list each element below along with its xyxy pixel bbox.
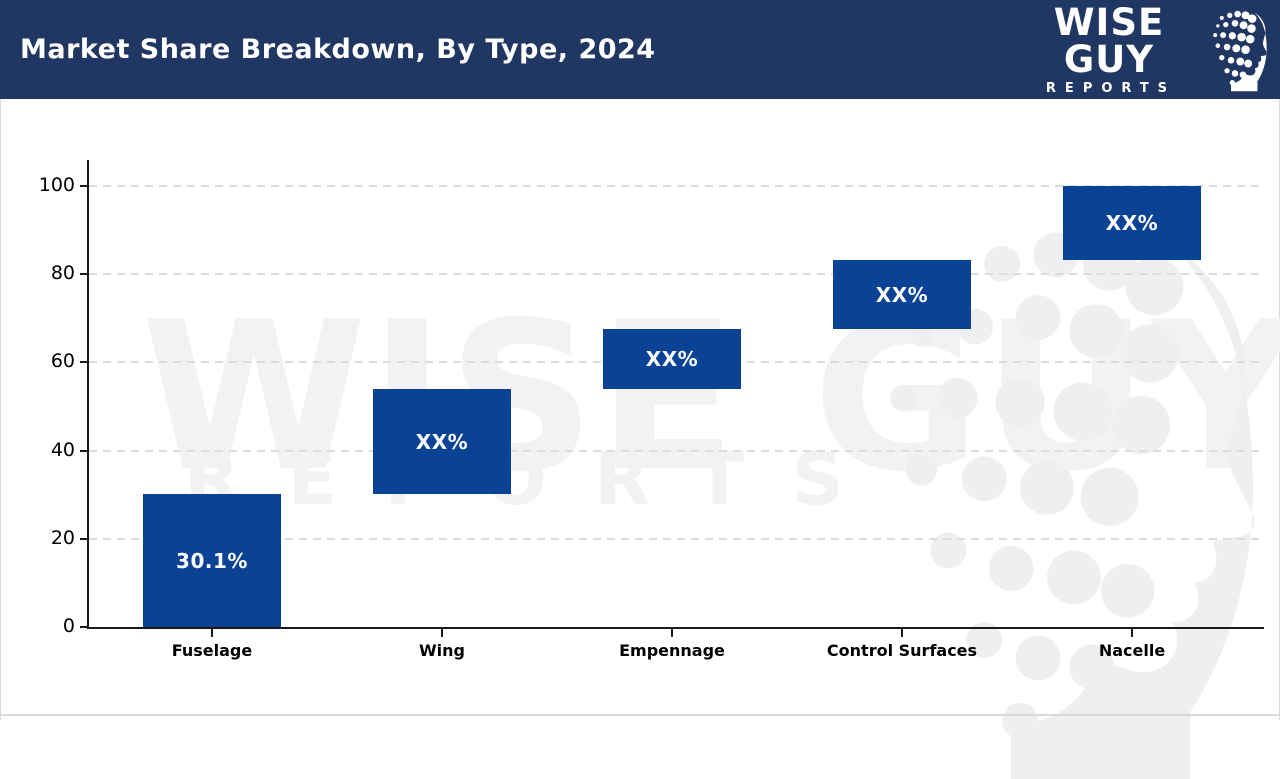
bar-value-label: 30.1%: [176, 548, 248, 573]
waterfall-bar-empennage: XX%: [603, 329, 741, 389]
y-tick-label: 80: [50, 262, 75, 285]
y-axis-line: [87, 160, 89, 629]
y-tick-mark: [80, 449, 88, 452]
wise-guy-logo: WISE GUY REPORTS: [1018, 4, 1268, 96]
x-category-label: Empennage: [619, 641, 725, 660]
y-tick-label: 20: [50, 526, 75, 549]
y-tick-mark: [80, 273, 88, 276]
gridline: [89, 449, 1264, 452]
logo-subtitle: REPORTS: [1045, 81, 1177, 96]
y-tick-mark: [80, 537, 88, 540]
x-tick-mark: [671, 629, 673, 637]
dotted-head-icon: [1213, 10, 1267, 92]
x-tick-mark: [1131, 629, 1133, 637]
y-tick-label: 0: [62, 615, 75, 637]
page-title: Market Share Breakdown, By Type, 2024: [20, 34, 656, 65]
x-category-label: Fuselage: [171, 641, 253, 660]
logo-text: WISE GUY REPORTS: [1018, 4, 1200, 96]
x-category-label: Wing: [419, 641, 465, 660]
x-category-label: Nacelle: [1098, 641, 1166, 660]
y-tick-label: 60: [50, 350, 75, 373]
waterfall-bar-wing: XX%: [373, 388, 511, 495]
bar-value-label: XX%: [1105, 211, 1159, 236]
bar-value-label: XX%: [875, 282, 929, 307]
gridline: [89, 273, 1264, 276]
x-category-label: Control Surfaces: [826, 641, 978, 660]
logo-wordmark: WISE GUY: [1053, 1, 1165, 81]
y-tick-mark: [80, 185, 88, 187]
footer-divider: [0, 714, 1280, 716]
waterfall-bar-control-surfaces: XX%: [833, 260, 971, 330]
bar-value-label: XX%: [645, 347, 699, 372]
chart-plot-area: WISE GUY REPORTS 30.1% XX% XX% XX% XX% 0 20 40…: [0, 99, 1280, 779]
x-tick-mark: [211, 629, 213, 637]
gridline: [89, 537, 1264, 540]
x-axis-line: [87, 627, 1264, 629]
y-tick-label: 100: [38, 174, 75, 196]
waterfall-bar-nacelle: XX%: [1063, 186, 1201, 261]
y-tick-mark: [80, 361, 88, 364]
y-tick-mark: [80, 626, 88, 628]
gridline: [89, 185, 1264, 187]
y-tick-label: 40: [50, 438, 75, 461]
bar-value-label: XX%: [415, 429, 469, 454]
waterfall-bar-fuselage: 30.1%: [143, 494, 281, 627]
x-tick-mark: [901, 629, 903, 637]
header-bar: Market Share Breakdown, By Type, 2024 WI…: [0, 0, 1280, 99]
x-tick-mark: [441, 629, 443, 637]
